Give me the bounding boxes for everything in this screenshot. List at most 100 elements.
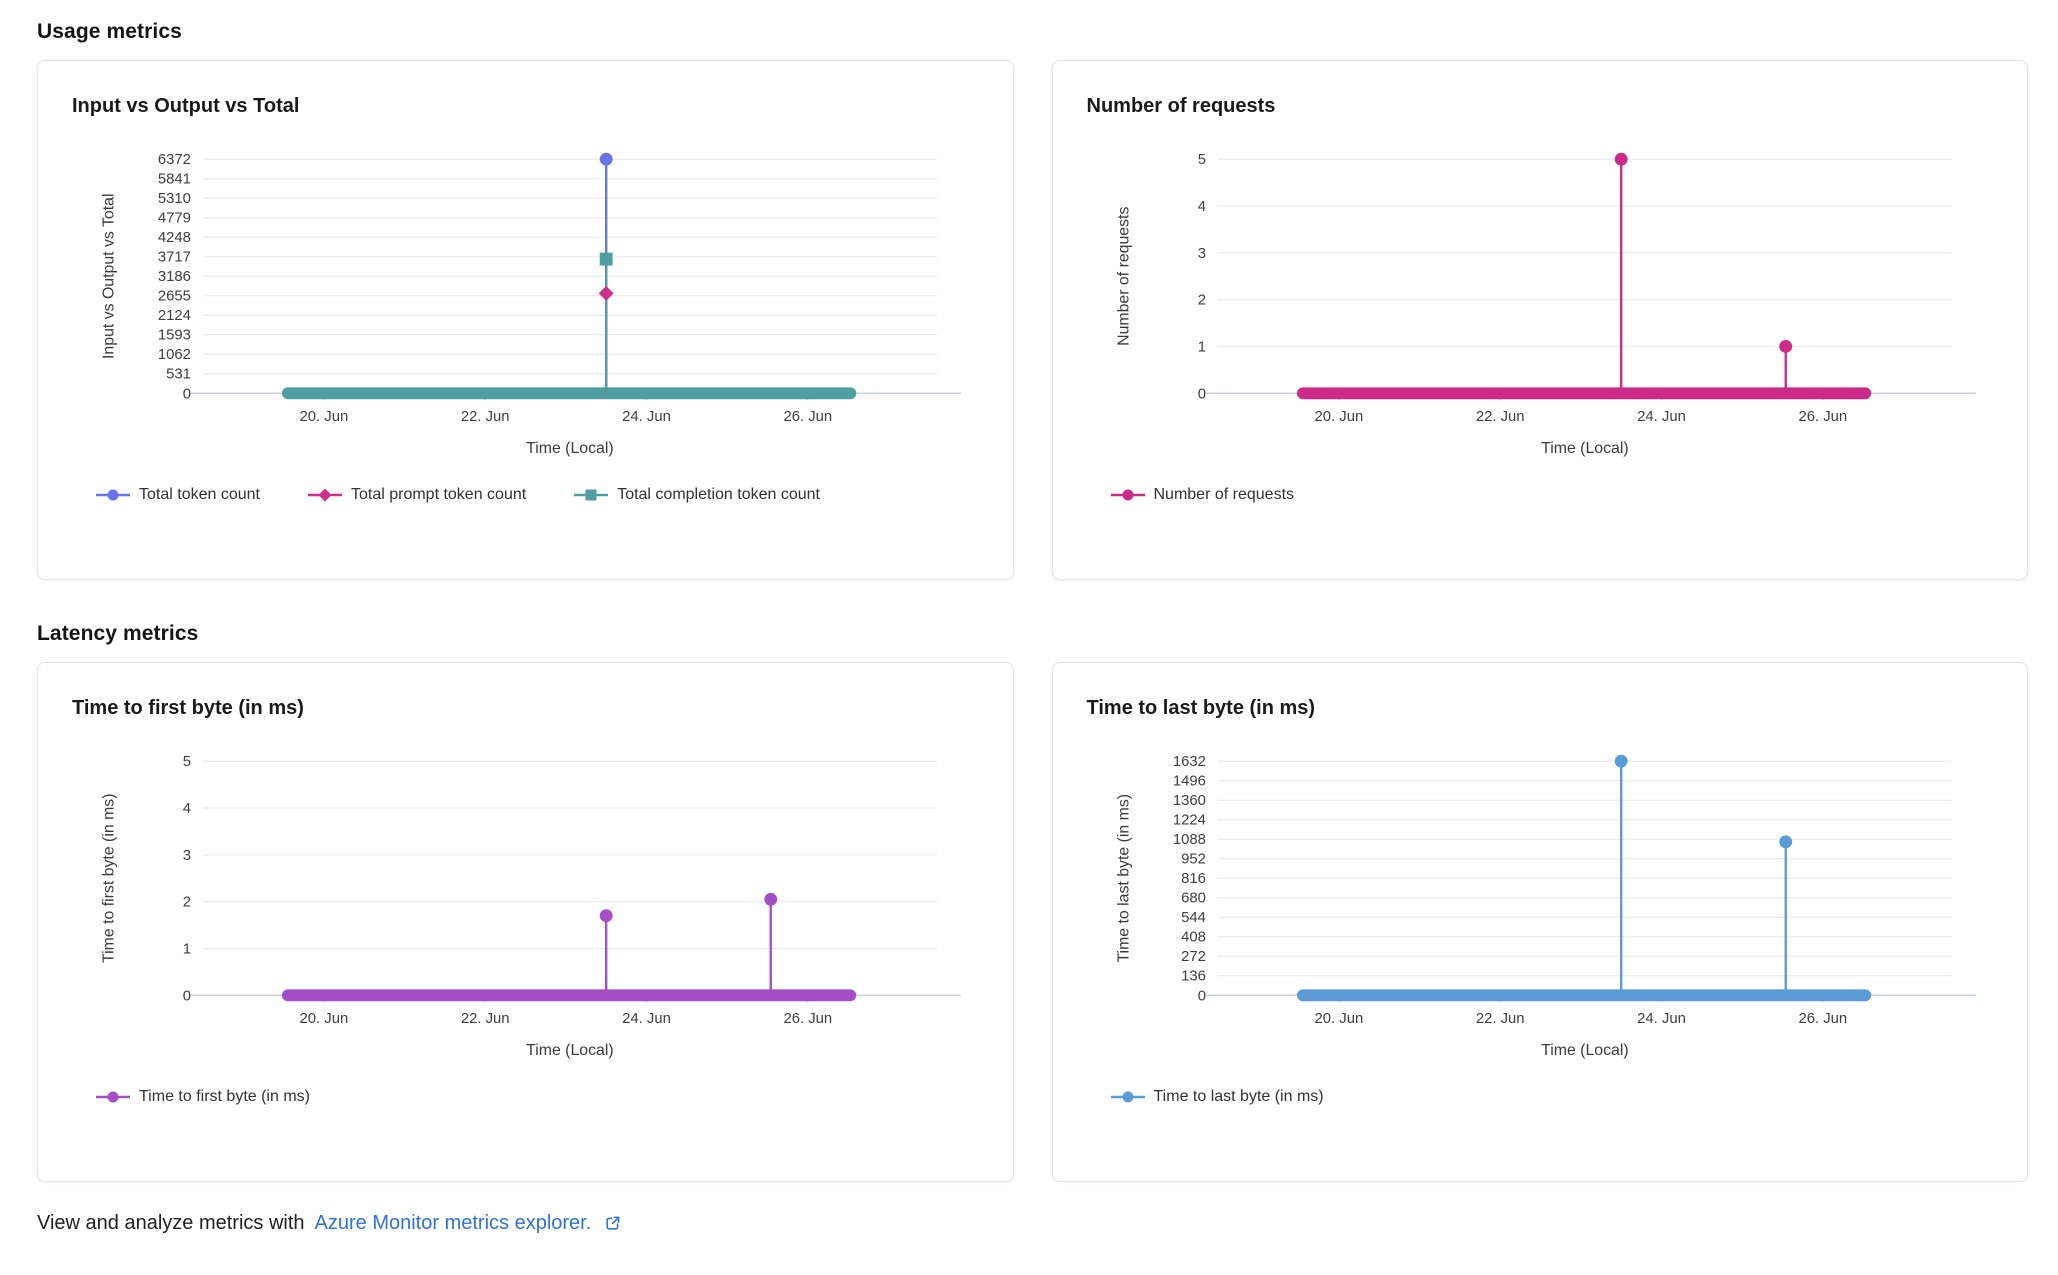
x-tick-label: 22. Jun [1475, 1011, 1524, 1027]
y-tick-label: 3717 [158, 250, 191, 266]
x-tick-label: 22. Jun [1475, 409, 1524, 425]
legend-marker-shape [107, 1091, 119, 1103]
y-tick-label: 408 [1181, 930, 1206, 946]
x-tick-label: 20. Jun [1314, 409, 1363, 425]
y-tick-label: 5310 [158, 191, 191, 207]
legend-marker-shape [1122, 489, 1133, 501]
y-tick-label: 0 [183, 988, 191, 1004]
y-tick-label: 1062 [158, 347, 191, 363]
y-tick-label: 136 [1181, 969, 1206, 985]
external-link-icon[interactable] [603, 1214, 622, 1233]
latency-metrics-heading: Latency metrics [37, 622, 199, 645]
chart-legend: Total token count Total prompt token cou… [96, 486, 987, 504]
y-tick-label: 1496 [1172, 774, 1205, 790]
chart-canvas-time-to-first-byte: 5 4 3 2 1 0 20. Jun 22. Jun 24. Jun 26. Jun Time t… [101, 754, 961, 1059]
y-tick-label: 4248 [158, 230, 191, 246]
data-point-marker [599, 152, 613, 166]
x-tick-label: 22. Jun [461, 409, 510, 425]
y-tick-label: 3 [1197, 246, 1205, 262]
y-tick-label: 531 [166, 367, 191, 383]
x-tick-label: 24. Jun [622, 1011, 671, 1027]
y-tick-label: 2 [183, 895, 191, 911]
data-point-marker [1778, 835, 1792, 849]
y-tick-label: 5 [1197, 152, 1205, 168]
baseline-band [1296, 387, 1871, 400]
y-tick-label: 3186 [158, 269, 191, 285]
y-tick-label: 5841 [158, 172, 191, 188]
legend-label: Total completion token count [617, 486, 820, 503]
legend-item-total-token-count[interactable]: Total token count [96, 486, 260, 504]
legend-circle-marker-icon [1110, 489, 1145, 501]
legend-square-marker-icon [574, 489, 609, 501]
data-point-marker [599, 909, 613, 923]
chart-card-input-output-total: Input vs Output vs Total 6372 5841 5310 477… [37, 60, 1014, 580]
chart-card-number-of-requests: Number of requests 5 4 3 2 1 0 20. Jun 22. Jun 2… [1051, 60, 2028, 580]
azure-monitor-link[interactable]: Azure Monitor metrics explorer. [314, 1212, 592, 1234]
metrics-footer: View and analyze metrics with Azure Moni… [37, 1212, 2028, 1235]
legend-item-number-of-requests[interactable]: Number of requests [1110, 486, 1295, 504]
data-point-marker [1614, 152, 1628, 166]
x-tick-label: 24. Jun [1637, 409, 1686, 425]
legend-item-total-prompt-token-count[interactable]: Total prompt token count [307, 486, 527, 504]
baseline-band [281, 387, 857, 400]
x-tick-label: 24. Jun [622, 409, 671, 425]
y-tick-label: 816 [1181, 871, 1206, 887]
legend-item-time-to-first-byte[interactable]: Time to first byte (in ms) [96, 1088, 310, 1106]
legend-circle-marker-icon [1110, 1091, 1145, 1103]
data-point-marker [764, 892, 778, 906]
y-axis-title: Time to first byte (in ms) [101, 794, 118, 963]
y-tick-label: 1088 [1172, 832, 1205, 848]
x-tick-label: 20. Jun [299, 1011, 348, 1027]
y-tick-label: 0 [183, 386, 191, 402]
chart-title: Time to last byte (in ms) [1086, 697, 1316, 719]
x-tick-label: 20. Jun [299, 409, 348, 425]
chart-card-time-to-last-byte: Time to last byte (in ms) 1632 1496 1360 12… [1051, 662, 2028, 1182]
legend-label: Number of requests [1153, 486, 1295, 503]
y-tick-label: 3 [183, 848, 191, 864]
usage-metrics-grid: Input vs Output vs Total 6372 5841 5310 477… [37, 60, 2028, 580]
legend-label: Total token count [139, 486, 260, 503]
y-tick-label: 5 [183, 754, 191, 770]
chart-canvas-time-to-last-byte: 1632149613601224108895281668054440827213… [1115, 754, 1976, 1059]
legend-item-time-to-last-byte[interactable]: Time to last byte (in ms) [1110, 1088, 1324, 1106]
chart-legend: Time to last byte (in ms) [1110, 1088, 2002, 1106]
y-tick-label: 1 [1197, 339, 1205, 355]
x-tick-label: 24. Jun [1637, 1011, 1686, 1027]
y-tick-label: 272 [1181, 949, 1206, 965]
x-axis-title: Time (Local) [526, 440, 614, 457]
x-axis-title: Time (Local) [1541, 1042, 1629, 1059]
legend-label: Time to last byte (in ms) [1153, 1088, 1324, 1105]
y-tick-label: 0 [1197, 386, 1205, 402]
y-tick-label: 4 [1197, 199, 1205, 215]
legend-label: Total prompt token count [350, 486, 527, 503]
x-axis-title: Time (Local) [526, 1042, 614, 1059]
baseline-band [1296, 989, 1871, 1002]
chart-canvas-number-of-requests: 5 4 3 2 1 0 20. Jun 22. Jun 24. Jun 26. Jun Number… [1115, 152, 1976, 457]
y-tick-label: 1360 [1172, 793, 1205, 809]
x-tick-label: 26. Jun [1798, 1011, 1847, 1027]
legend-circle-marker-icon [96, 489, 130, 501]
legend-item-total-completion-token-count[interactable]: Total completion token count [574, 486, 820, 504]
y-tick-label: 4779 [158, 211, 191, 227]
x-axis-title: Time (Local) [1541, 440, 1629, 457]
y-tick-label: 544 [1181, 910, 1206, 926]
y-axis-title: Time to last byte (in ms) [1115, 794, 1132, 963]
footer-text: View and analyze metrics with [37, 1212, 305, 1234]
y-axis-title: Input vs Output vs Total [101, 194, 118, 359]
y-tick-label: 1593 [158, 328, 191, 344]
legend-marker-shape [1122, 1091, 1133, 1103]
y-tick-label: 2124 [158, 308, 191, 324]
legend-marker-shape [107, 489, 119, 501]
data-point-marker [599, 252, 613, 266]
y-tick-label: 4 [183, 801, 191, 817]
y-tick-label: 0 [1197, 988, 1205, 1004]
chart-title: Input vs Output vs Total [72, 95, 300, 117]
legend-diamond-marker-icon [307, 488, 342, 502]
x-tick-label: 20. Jun [1314, 1011, 1363, 1027]
legend-marker-shape [318, 488, 332, 502]
y-tick-label: 680 [1181, 891, 1206, 907]
y-tick-label: 2 [1197, 293, 1205, 309]
chart-canvas-input-output-total: 6372584153104779424837173186265521241593… [101, 152, 961, 457]
y-tick-label: 2655 [158, 289, 191, 305]
chart-legend: Number of requests [1110, 486, 2002, 504]
